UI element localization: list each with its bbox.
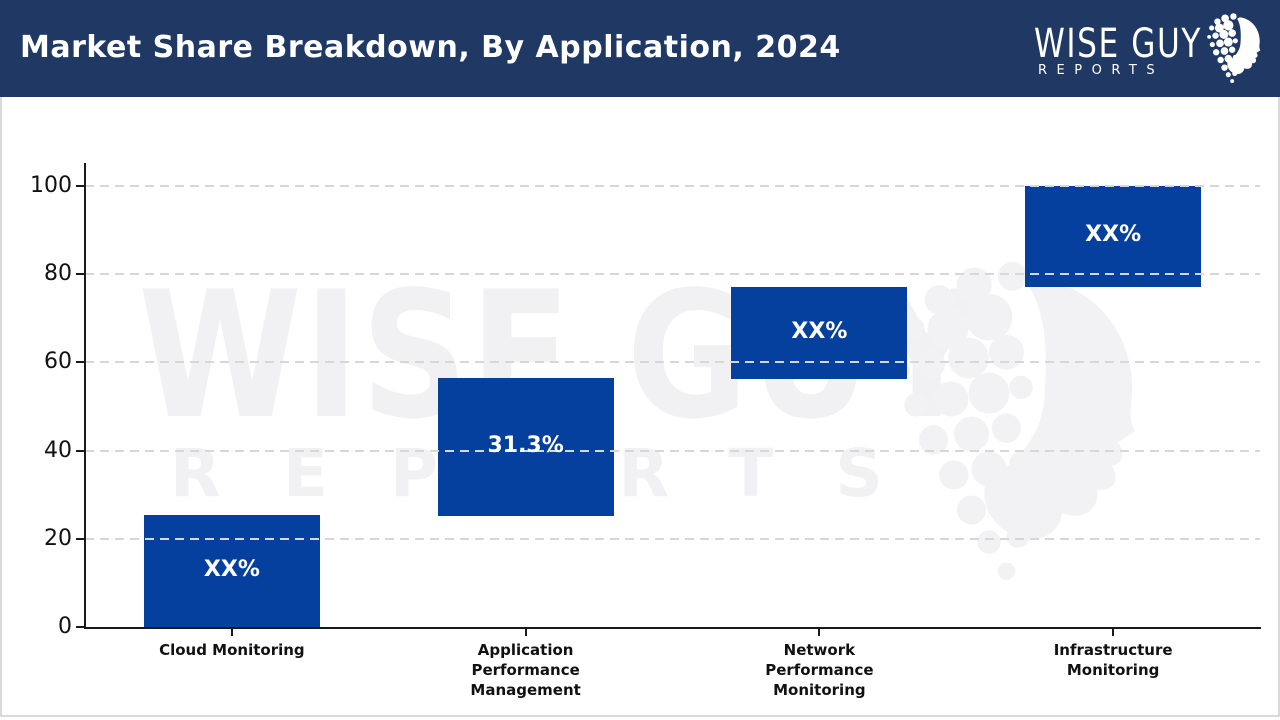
y-tick-60	[76, 361, 85, 364]
bar-infrastructure-monitoring	[1025, 186, 1202, 287]
y-tick-label-20: 20	[44, 525, 72, 551]
bar-value-label-application-performance-management: 31.3%	[487, 432, 564, 458]
bar-value-label-network-performance-monitoring: XX%	[791, 318, 848, 344]
y-tick-label-100: 100	[30, 173, 72, 198]
x-axis-spine	[84, 627, 1261, 629]
y-tick-20	[76, 537, 85, 540]
x-tick-application-performance-management	[524, 627, 527, 636]
gridline-100	[85, 185, 1260, 187]
bar-network-performance-monitoring	[731, 286, 908, 379]
x-label-network-performance-monitoring: Network Performance Monitoring	[765, 641, 874, 699]
y-tick-label-40: 40	[44, 437, 72, 463]
frame-right-border	[1278, 97, 1280, 717]
y-tick-80	[76, 273, 85, 276]
bar-application-performance-management	[437, 377, 614, 516]
wiseguy-logo: WISE GUY REPORTS	[1006, 6, 1268, 92]
x-label-cloud-monitoring: Cloud Monitoring	[159, 641, 305, 659]
wiseguy-head-icon	[1207, 13, 1261, 83]
bar-value-label-infrastructure-monitoring: XX%	[1085, 222, 1142, 248]
y-tick-100	[76, 185, 85, 187]
y-tick-label-0: 0	[58, 614, 72, 639]
y-tick-label-80: 80	[44, 261, 72, 287]
logo-wordmark: WISE GUY	[1034, 21, 1203, 67]
x-label-infrastructure-monitoring: Infrastructure Monitoring	[1053, 641, 1173, 679]
gridline-80	[85, 273, 1260, 276]
bar-cloud-monitoring	[143, 515, 320, 627]
watermark-head-icon	[892, 261, 1135, 580]
x-tick-network-performance-monitoring	[818, 627, 821, 636]
x-label-application-performance-management: Application Performance Management	[470, 641, 581, 699]
logo-subtitle: REPORTS	[1038, 63, 1165, 78]
y-tick-label-60: 60	[44, 349, 72, 375]
frame-bottom-border	[0, 715, 1280, 717]
frame-left-border	[0, 97, 2, 717]
page-title: Market Share Breakdown, By Application, …	[20, 30, 841, 65]
gridline-40	[85, 449, 1260, 452]
gridline-60	[85, 361, 1260, 364]
y-tick-0	[76, 626, 85, 628]
y-axis-spine	[84, 163, 86, 629]
y-tick-40	[76, 449, 85, 452]
x-tick-infrastructure-monitoring	[1112, 627, 1115, 636]
x-tick-cloud-monitoring	[230, 627, 233, 636]
bar-value-label-cloud-monitoring: XX%	[203, 557, 260, 583]
header: Market Share Breakdown, By Application, …	[0, 0, 1280, 97]
gridline-20	[85, 537, 1260, 540]
